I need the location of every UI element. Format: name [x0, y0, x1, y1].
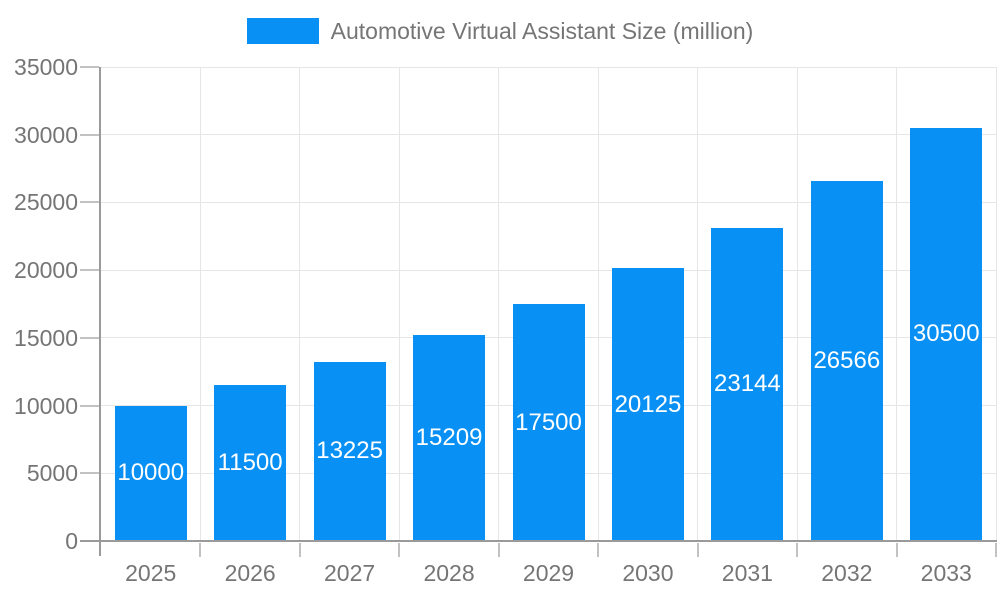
y-tick-mark [80, 201, 99, 204]
v-gridline [995, 67, 997, 541]
y-axis-tick-label: 15000 [14, 324, 78, 351]
v-gridline [398, 67, 400, 541]
bar-value-label: 15209 [415, 424, 483, 451]
x-tick-mark [597, 543, 600, 557]
v-gridline [697, 67, 699, 541]
x-tick-mark [398, 543, 401, 557]
h-gridline [101, 269, 996, 271]
bar-value-label: 13225 [316, 437, 383, 465]
x-axis-category-label: 2025 [125, 560, 177, 586]
bar-value-label: 11500 [217, 449, 283, 477]
y-tick-mark [80, 133, 99, 136]
v-gridline [896, 67, 898, 541]
bar-2029[interactable]: 17500 [512, 304, 585, 541]
y-axis-tick-label: 10000 [14, 392, 78, 419]
legend-swatch [246, 18, 319, 44]
x-axis-line [80, 540, 997, 542]
y-axis-tick-label: 25000 [14, 189, 78, 216]
v-gridline [597, 67, 599, 541]
bar-2028[interactable]: 15209 [413, 335, 486, 541]
bar-value-label: 17500 [515, 408, 582, 436]
x-tick-mark [696, 543, 699, 557]
x-axis-category-label: 2030 [622, 560, 674, 586]
chart-legend[interactable]: Automotive Virtual Assistant Size (milli… [0, 14, 1000, 48]
bar-value-label: 30500 [912, 320, 980, 348]
x-tick-mark [497, 543, 500, 557]
x-tick-mark [796, 543, 799, 557]
y-tick-mark [80, 66, 99, 68]
bar-2027[interactable]: 13225 [313, 361, 386, 541]
y-tick-mark [80, 269, 99, 272]
bar-value-label: 20125 [614, 390, 682, 418]
bar-2033[interactable]: 30500 [910, 127, 983, 541]
y-axis-tick-label: 5000 [26, 460, 78, 487]
x-tick-mark [298, 543, 301, 557]
x-axis-category-label: 2028 [423, 560, 475, 586]
bar-2031[interactable]: 23144 [711, 227, 784, 541]
y-axis-line [99, 67, 101, 556]
x-tick-mark [995, 543, 997, 557]
v-gridline [796, 67, 798, 541]
y-tick-mark [80, 472, 99, 475]
v-gridline [498, 67, 500, 541]
bar-2026[interactable]: 11500 [214, 385, 287, 541]
x-axis-category-label: 2029 [522, 560, 575, 586]
x-axis-category-label: 2033 [920, 560, 972, 586]
bar-2032[interactable]: 26566 [810, 181, 883, 541]
y-tick-mark [80, 336, 99, 339]
x-axis-category-label: 2027 [324, 560, 376, 586]
x-tick-mark [895, 543, 898, 557]
h-gridline [101, 201, 996, 203]
x-axis-category-label: 2032 [821, 560, 873, 586]
v-gridline [199, 67, 201, 541]
bar-2025[interactable]: 10000 [114, 405, 187, 541]
x-tick-mark [199, 543, 202, 557]
y-axis-tick-label: 0 [65, 528, 78, 554]
h-gridline [101, 66, 996, 68]
y-axis-tick-label: 20000 [14, 257, 78, 284]
bar-2030[interactable]: 20125 [611, 268, 684, 541]
bar-value-label: 10000 [117, 459, 185, 487]
legend-label: Automotive Virtual Assistant Size (milli… [330, 17, 754, 44]
plot-area: 10000 11500 13225 15209 17500 20125 23144 26566… [101, 66, 997, 541]
h-gridline [101, 134, 996, 136]
x-axis-category-label: 2026 [224, 560, 276, 586]
y-tick-mark [80, 404, 99, 407]
bar-value-label: 26566 [813, 347, 881, 375]
y-axis-tick-label: 30000 [14, 121, 78, 148]
x-axis-category-label: 2031 [721, 560, 773, 586]
y-axis-tick-label: 35000 [14, 54, 78, 80]
bar-value-label: 23144 [714, 370, 781, 398]
v-gridline [299, 67, 301, 541]
